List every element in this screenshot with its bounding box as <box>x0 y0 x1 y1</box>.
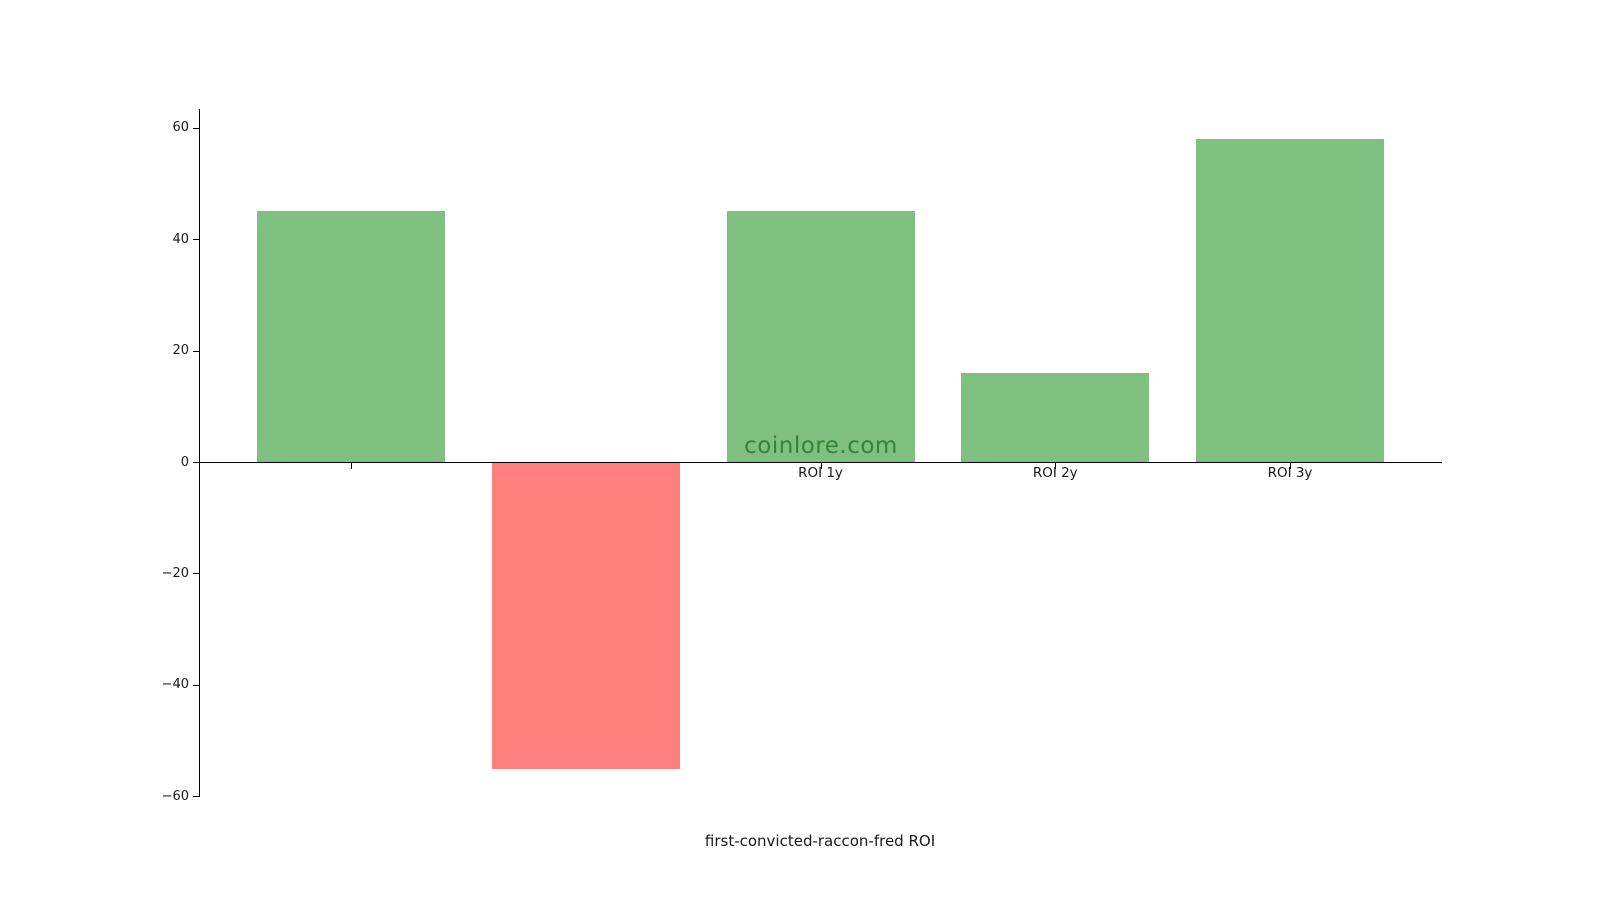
x-tick-label: ROI 3y <box>1267 465 1313 481</box>
x-axis-zero-line <box>200 462 1442 463</box>
x-tick-label: ROI 2y <box>1032 465 1078 481</box>
x-tick-mark <box>820 462 822 469</box>
y-tick-mark <box>193 796 200 797</box>
y-tick-mark <box>193 684 200 686</box>
y-tick-label: 60 <box>172 120 189 136</box>
y-tick-mark <box>193 127 200 129</box>
y-tick-label: 40 <box>172 231 189 247</box>
x-tick-mark <box>351 462 352 469</box>
y-tick-label: −40 <box>161 677 189 693</box>
y-tick-mark <box>193 462 200 463</box>
bar-negative <box>491 462 680 769</box>
bar-positive <box>726 211 915 462</box>
y-tick-label: 0 <box>180 454 189 470</box>
x-tick-mark <box>1290 462 1291 469</box>
y-tick-label: −20 <box>161 565 189 581</box>
y-tick-mark <box>193 239 200 241</box>
bar-positive <box>257 211 445 462</box>
x-tick-mark <box>1055 462 1057 469</box>
x-tick-label: ROI 1y <box>798 465 843 481</box>
y-tick-label: 20 <box>172 343 189 359</box>
y-axis-line <box>199 109 200 797</box>
watermark-text: coinlore.com <box>744 433 898 459</box>
chart-title: first-convicted-raccon-fred ROI <box>704 832 936 850</box>
y-tick-label: −60 <box>161 788 189 804</box>
bar-positive <box>1196 139 1384 462</box>
y-tick-mark <box>193 573 200 575</box>
bar-positive <box>961 372 1150 462</box>
y-tick-mark <box>193 350 200 352</box>
